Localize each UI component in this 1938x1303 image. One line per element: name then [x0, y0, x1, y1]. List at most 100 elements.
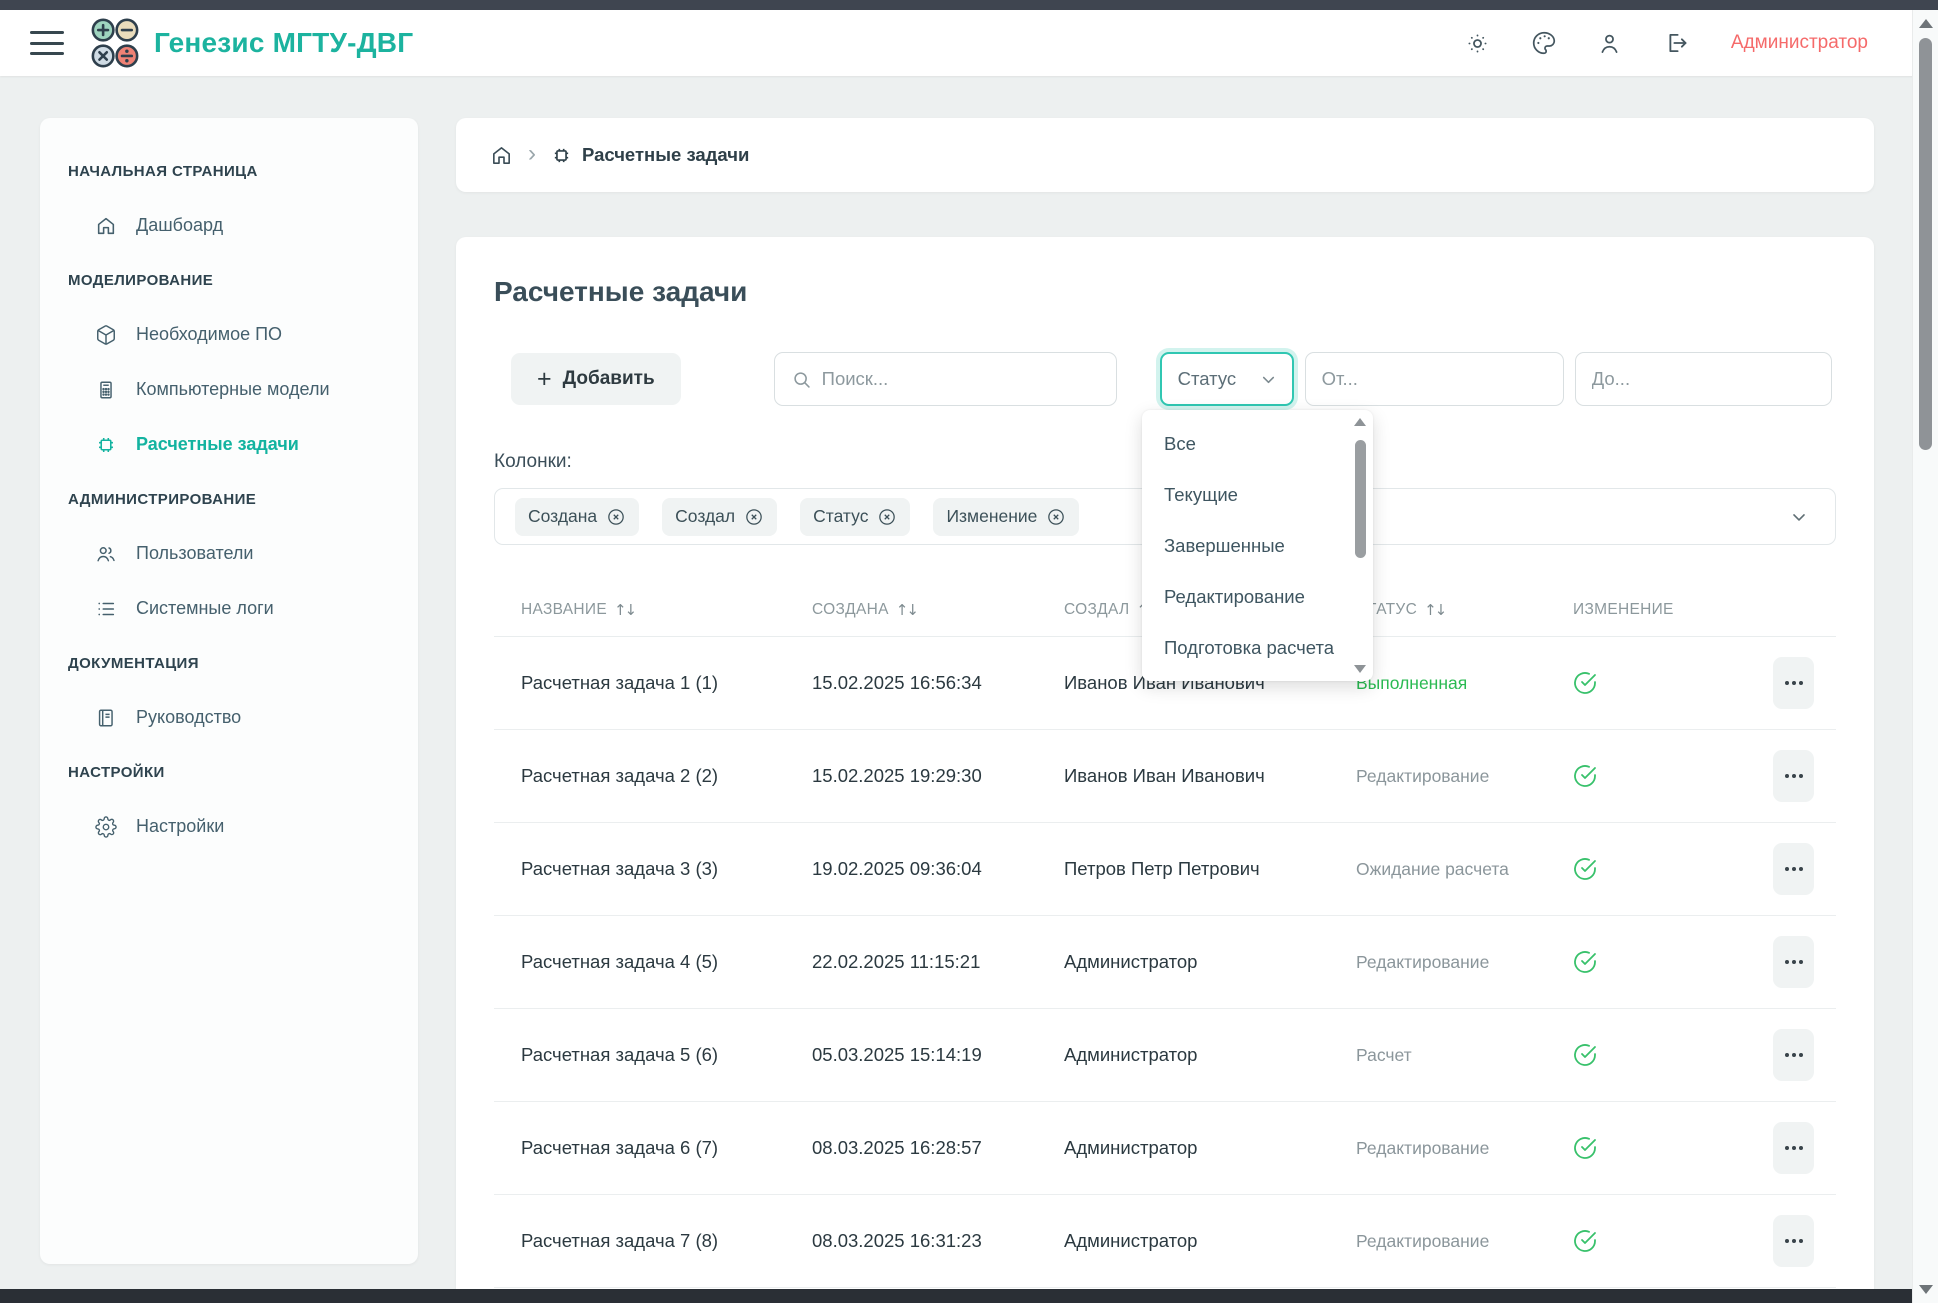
- remove-chip-icon[interactable]: [606, 507, 626, 527]
- page-title: Расчетные задачи: [494, 276, 748, 307]
- date-to-field: [1574, 352, 1832, 406]
- plus-icon: +: [537, 364, 552, 393]
- users-icon: [94, 542, 118, 566]
- scrollbar-thumb[interactable]: [1919, 38, 1932, 450]
- chip-icon: [94, 433, 118, 457]
- change-check-icon: [1573, 857, 1744, 881]
- task-status: Выполненная: [1356, 672, 1468, 693]
- task-created: 15.02.2025 16:56:34: [812, 672, 982, 693]
- change-check-icon: [1573, 1136, 1744, 1160]
- sidebar-item-manual[interactable]: Руководство: [68, 690, 402, 745]
- row-actions-button[interactable]: [1773, 1215, 1814, 1267]
- menu-toggle-button[interactable]: [30, 31, 64, 55]
- task-created: 15.02.2025 19:29:30: [812, 765, 982, 786]
- sidebar-section-settings: НАСТРОЙКИ: [68, 763, 165, 781]
- scroll-down-icon[interactable]: [1354, 665, 1366, 673]
- task-created: 22.02.2025 11:15:21: [812, 951, 981, 972]
- breadcrumb-home-icon[interactable]: [490, 144, 513, 167]
- sort-icon[interactable]: ↑↓: [895, 600, 919, 619]
- tasks-toolbar: + Добавить Статус: [494, 351, 1836, 407]
- task-creator: Иванов Иван Иванович: [1064, 765, 1265, 786]
- scrollbar-thumb[interactable]: [1354, 440, 1366, 558]
- user-profile-icon[interactable]: [1597, 30, 1623, 56]
- remove-chip-icon[interactable]: [877, 507, 897, 527]
- date-to-input[interactable]: [1591, 368, 1815, 390]
- status-option-preparation[interactable]: Подготовка расчета: [1164, 636, 1334, 658]
- status-filter-select[interactable]: Статус: [1159, 352, 1294, 406]
- status-option-current[interactable]: Текущие: [1164, 483, 1238, 505]
- column-header-change: ИЗМЕНЕНИЕ: [1573, 600, 1674, 618]
- home-icon: [94, 214, 118, 238]
- sidebar-section-documentation: ДОКУМЕНТАЦИЯ: [68, 654, 199, 672]
- date-from-field: [1304, 352, 1564, 406]
- sort-icon[interactable]: ↑↓: [1424, 600, 1447, 619]
- row-actions-button[interactable]: [1773, 1122, 1814, 1174]
- sidebar-item-system-logs[interactable]: Системные логи: [68, 581, 402, 636]
- sidebar-item-computer-models[interactable]: Компьютерные модели: [68, 362, 402, 417]
- status-option-completed[interactable]: Завершенные: [1164, 534, 1285, 556]
- status-option-editing[interactable]: Редактирование: [1164, 585, 1305, 607]
- chevron-down-icon: [1259, 370, 1278, 389]
- sidebar-item-users[interactable]: Пользователи: [68, 526, 402, 581]
- scrollbar-up-button[interactable]: [1919, 19, 1933, 28]
- chevron-down-icon[interactable]: [1789, 507, 1809, 527]
- sidebar-item-label: Системные логи: [136, 598, 274, 618]
- search-input[interactable]: [821, 368, 1100, 390]
- sidebar-item-calculation-tasks[interactable]: Расчетные задачи: [68, 417, 402, 472]
- status-dropdown-panel: Все Текущие Завершенные Редактирование П…: [1142, 410, 1373, 681]
- search-icon: [791, 369, 812, 390]
- window-bottom-bar: [0, 1289, 1912, 1303]
- sidebar-item-label: Расчетные задачи: [136, 434, 299, 454]
- task-created: 08.03.2025 16:28:57: [812, 1137, 982, 1158]
- remove-chip-icon[interactable]: [744, 507, 764, 527]
- sort-icon[interactable]: ↑↓: [613, 600, 637, 619]
- row-actions-button[interactable]: [1773, 936, 1814, 988]
- row-actions-button[interactable]: [1773, 657, 1814, 709]
- change-check-icon: [1573, 1043, 1744, 1067]
- column-header-name: НАЗВАНИЕ ↑↓: [521, 600, 637, 619]
- task-name: Расчетная задача 1 (1): [521, 672, 719, 693]
- row-actions-button[interactable]: [1773, 843, 1814, 895]
- sidebar-item-label: Руководство: [136, 707, 242, 727]
- scrollbar-down-button[interactable]: [1919, 1285, 1933, 1294]
- gear-icon: [94, 815, 118, 839]
- change-check-icon: [1573, 1229, 1744, 1253]
- book-icon: [94, 706, 118, 730]
- calculator-icon: [94, 378, 118, 402]
- sidebar-section-home: НАЧАЛЬНАЯ СТРАНИЦА: [68, 162, 258, 180]
- sidebar-section-modeling: МОДЕЛИРОВАНИЕ: [68, 271, 214, 289]
- sidebar-item-required-software[interactable]: Необходимое ПО: [68, 307, 402, 362]
- palette-icon[interactable]: [1531, 30, 1557, 56]
- task-created: 05.03.2025 15:14:19: [812, 1044, 982, 1065]
- columns-label: Колонки:: [494, 451, 572, 472]
- theme-toggle-icon[interactable]: [1465, 30, 1491, 56]
- row-actions-button[interactable]: [1773, 750, 1814, 802]
- user-role-label[interactable]: Администратор: [1730, 32, 1868, 53]
- row-actions-button[interactable]: [1773, 1029, 1814, 1081]
- table-row: Расчетная задача 4 (5) 22.02.2025 11:15:…: [494, 916, 1836, 1009]
- task-created: 08.03.2025 16:31:23: [812, 1230, 982, 1251]
- scroll-up-icon[interactable]: [1354, 418, 1366, 426]
- task-creator: Администратор: [1064, 1044, 1198, 1065]
- task-creator: Администратор: [1064, 951, 1198, 972]
- task-creator: Петров Петр Петрович: [1064, 858, 1260, 879]
- column-chip-status: Статус: [800, 497, 911, 536]
- status-option-all[interactable]: Все: [1164, 432, 1196, 454]
- list-icon: [94, 597, 118, 621]
- dropdown-scrollbar: [1352, 416, 1368, 675]
- table-row: Расчетная задача 2 (2) 15.02.2025 19:29:…: [494, 730, 1836, 823]
- sidebar-item-settings[interactable]: Настройки: [68, 799, 402, 854]
- search-field: [773, 352, 1117, 406]
- date-from-input[interactable]: [1321, 368, 1547, 390]
- remove-chip-icon[interactable]: [1046, 507, 1066, 527]
- task-status: Ожидание расчета: [1356, 858, 1509, 879]
- task-name: Расчетная задача 7 (8): [521, 1230, 719, 1251]
- cube-icon: [94, 323, 118, 347]
- sidebar-item-dashboard[interactable]: Дашбоард: [68, 198, 402, 253]
- add-task-button[interactable]: + Добавить: [511, 353, 681, 405]
- app-title: Генезис МГТУ-ДВГ: [154, 27, 414, 58]
- table-row: Расчетная задача 1 (1) 15.02.2025 16:56:…: [494, 637, 1836, 730]
- app-header: Генезис МГТУ-ДВГ: [0, 10, 1938, 76]
- logout-icon[interactable]: [1663, 30, 1689, 56]
- task-creator: Администратор: [1064, 1137, 1198, 1158]
